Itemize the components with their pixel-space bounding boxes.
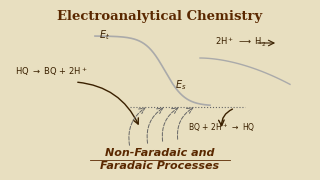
- Text: Non-Faradaic and: Non-Faradaic and: [105, 148, 215, 158]
- Text: Electroanalytical Chemistry: Electroanalytical Chemistry: [57, 10, 263, 23]
- Text: E$_t$: E$_t$: [100, 28, 111, 42]
- Text: Faradaic Processes: Faradaic Processes: [100, 161, 220, 171]
- Text: E$_s$: E$_s$: [175, 78, 187, 92]
- Text: BQ + 2H$^+$ $\rightarrow$ HQ: BQ + 2H$^+$ $\rightarrow$ HQ: [188, 122, 255, 134]
- Text: HQ $\rightarrow$ BQ + 2H$^+$: HQ $\rightarrow$ BQ + 2H$^+$: [15, 66, 87, 78]
- Text: 2H$^+$ $\longrightarrow$ H$_2$: 2H$^+$ $\longrightarrow$ H$_2$: [215, 35, 266, 49]
